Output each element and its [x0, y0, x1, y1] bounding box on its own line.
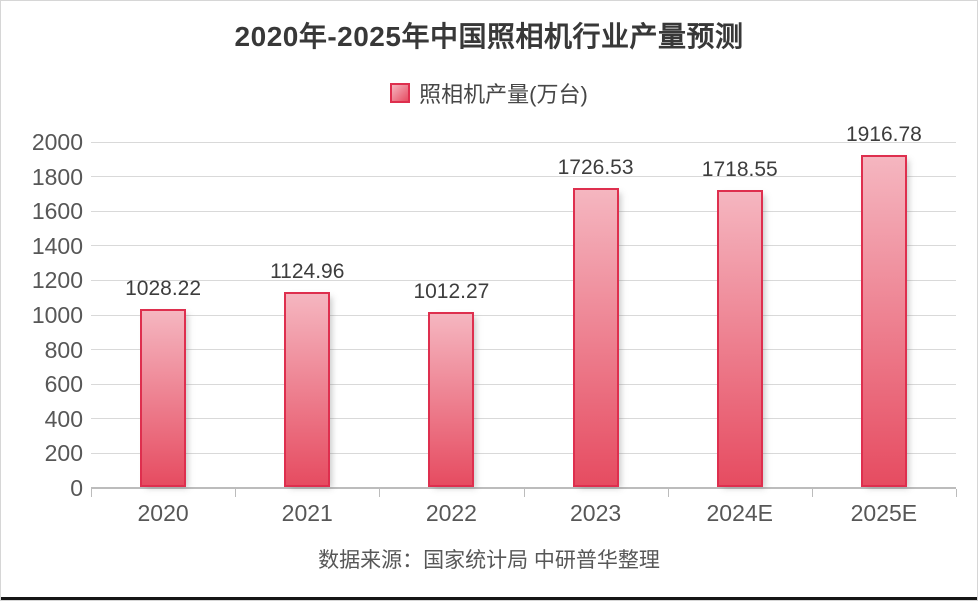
legend: 照相机产量(万台): [1, 77, 977, 109]
x-axis-category-label: 2021: [281, 500, 333, 526]
bar-2021: [284, 292, 331, 487]
bar-value-label: 1012.27: [413, 279, 490, 303]
bar-2025E: [860, 155, 907, 487]
gridline-600: [91, 383, 956, 385]
y-axis-tick-label: 0: [70, 475, 83, 501]
bar-2020: [140, 309, 187, 487]
x-axis-tick-mark: [235, 489, 236, 497]
y-axis-tick-label: 1800: [31, 163, 83, 190]
gridline-800: [91, 349, 956, 351]
y-axis-tick-label: 400: [44, 405, 83, 432]
gridline-1600: [91, 210, 956, 212]
x-axis-tick-mark: [956, 489, 957, 497]
y-axis-tick-label: 600: [44, 371, 83, 398]
gridline-1200: [91, 279, 956, 281]
bar-2022: [428, 311, 475, 487]
gridline-200: [91, 452, 956, 454]
x-axis-tick-mark: [379, 489, 380, 497]
gridline-1000: [91, 314, 956, 316]
gridline-1400: [91, 245, 956, 247]
y-axis-tick-label: 1600: [31, 198, 83, 225]
y-axis-tick-label: 1000: [31, 302, 83, 328]
x-axis-category-label: 2025E: [850, 500, 918, 526]
y-axis-tick-label: 1200: [31, 267, 83, 294]
gridline-400: [91, 418, 956, 420]
plot-area: 0 200 400 600 800 1000 1200 1400 1600 1800 2000 102…: [32, 123, 957, 526]
y-axis-tick-label: 2000: [31, 129, 83, 155]
y-axis-tick-label: 800: [44, 336, 83, 363]
x-axis-tick-mark: [524, 489, 525, 497]
bar-value-label: 1124.96: [270, 260, 345, 284]
x-axis-category-label: 2022: [425, 500, 477, 526]
x-axis-tick-mark: [668, 489, 669, 497]
x-axis-tick-mark: [91, 489, 92, 497]
x-axis-tick-mark: [812, 489, 813, 497]
bar-2024E: [716, 189, 763, 487]
x-axis-category-label: 2024E: [706, 500, 773, 526]
bar-value-label: 1718.55: [701, 157, 778, 181]
legend-marker-icon: [390, 83, 411, 103]
gridline-1800: [91, 176, 956, 178]
bar-value-label: 1916.78: [845, 123, 922, 147]
bottom-border-strip: [1, 597, 977, 600]
x-axis-category-label: 2023: [569, 500, 622, 526]
bar-value-label: 1028.22: [125, 277, 202, 301]
gridline-2000: [91, 141, 956, 143]
x-axis-line: [91, 487, 956, 489]
y-axis-tick-label: 1400: [31, 232, 83, 259]
y-axis-tick-label: 200: [44, 440, 83, 467]
chart-title: 2020年-2025年中国照相机行业产量预测: [234, 21, 744, 52]
data-source-caption: 数据来源：国家统计局 中研普华整理: [318, 549, 660, 572]
bar-2023: [572, 188, 619, 487]
x-axis-category-label: 2020: [137, 500, 189, 526]
bar-value-label: 1726.53: [557, 156, 634, 180]
legend-label: 照相机产量(万台): [419, 82, 588, 107]
